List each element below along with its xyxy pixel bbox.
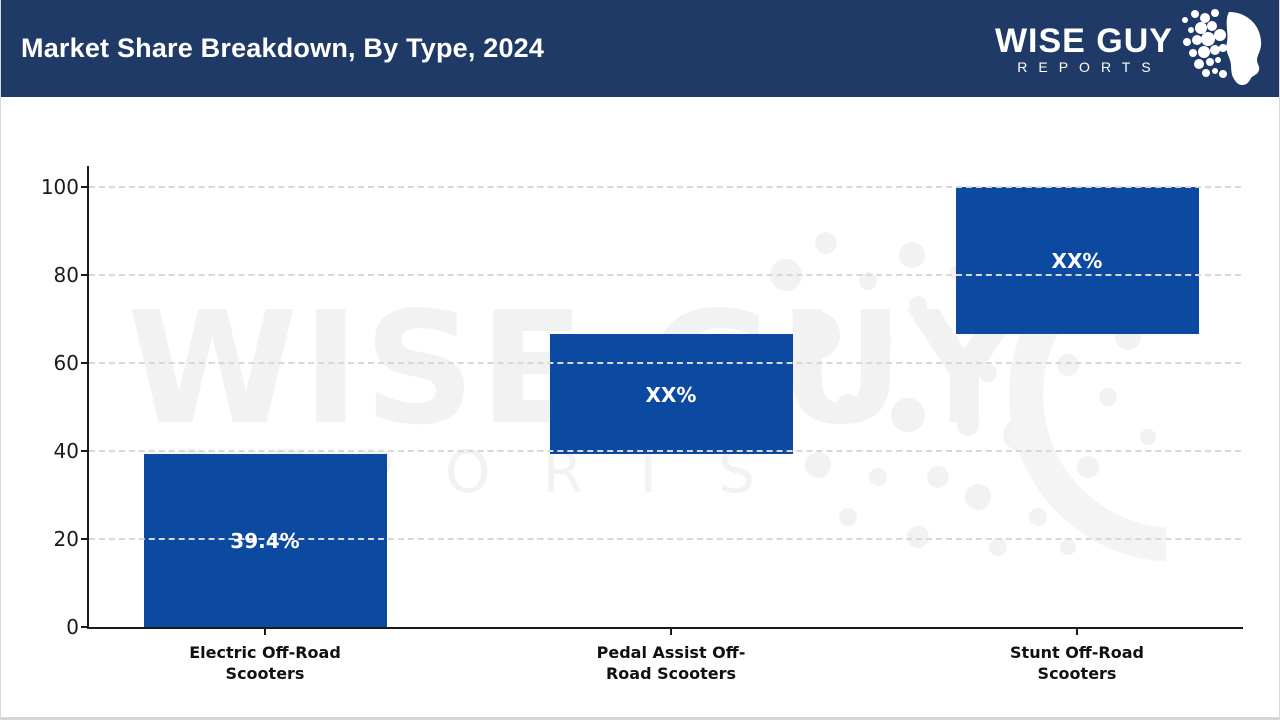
y-tick-mark	[81, 274, 87, 276]
x-category-label-line: Pedal Assist Off-	[596, 643, 746, 662]
y-tick-label-100: 100	[40, 175, 79, 199]
x-category-label: Stunt Off-Road Scooters	[917, 642, 1237, 684]
y-tick-label-80: 80	[53, 263, 79, 287]
y-tick-mark	[81, 450, 87, 452]
brand-subname: REPORTS	[1017, 58, 1162, 75]
plot-area: 39.4% XX% XX%	[89, 186, 1241, 627]
brand-logo-text: WISE GUY REPORTS	[995, 23, 1173, 75]
brand-head-icon	[1182, 8, 1262, 85]
y-tick-label-0: 0	[66, 615, 79, 639]
y-tick-label-60: 60	[53, 351, 79, 375]
gridline-80	[89, 274, 1241, 276]
x-category-label-line: Scooters	[225, 664, 305, 683]
gridline-100	[89, 186, 1241, 188]
x-category-label: Pedal Assist Off- Road Scooters	[511, 642, 831, 684]
x-tick-mark	[1076, 629, 1078, 635]
x-category-label-line: Stunt Off-Road	[1010, 643, 1144, 662]
bar-value-label: XX%	[1051, 249, 1103, 274]
x-tick-mark	[264, 629, 266, 635]
bar-segment	[955, 187, 1199, 334]
gridline-40	[89, 450, 1241, 452]
y-tick-label-20: 20	[53, 527, 79, 551]
x-tick-mark	[670, 629, 672, 635]
x-category-label-line: Electric Off-Road	[189, 643, 341, 662]
gridline-60	[89, 362, 1241, 364]
brand-name: WISE GUY	[994, 21, 1173, 60]
bar-segment	[143, 453, 387, 627]
brand-logo: WISE GUY REPORTS	[995, 8, 1265, 90]
y-tick-mark	[81, 186, 87, 188]
x-category-label: Electric Off-Road Scooters	[105, 642, 425, 684]
x-axis-spine	[87, 627, 1243, 629]
x-category-label-line: Road Scooters	[605, 664, 737, 683]
bar-value-label: 39.4%	[230, 529, 300, 554]
bar-value-label: XX%	[645, 382, 697, 407]
y-tick-mark	[81, 626, 87, 628]
y-tick-mark	[81, 538, 87, 540]
gridline-20	[89, 538, 1241, 540]
y-tick-label-40: 40	[53, 439, 79, 463]
y-axis-spine	[87, 166, 89, 629]
header-banner: Market Share Breakdown, By Type, 2024 WI…	[1, 0, 1279, 97]
x-category-label-line: Scooters	[1037, 664, 1117, 683]
bar-segment	[549, 333, 793, 454]
page-title: Market Share Breakdown, By Type, 2024	[21, 33, 545, 63]
y-tick-mark	[81, 362, 87, 364]
